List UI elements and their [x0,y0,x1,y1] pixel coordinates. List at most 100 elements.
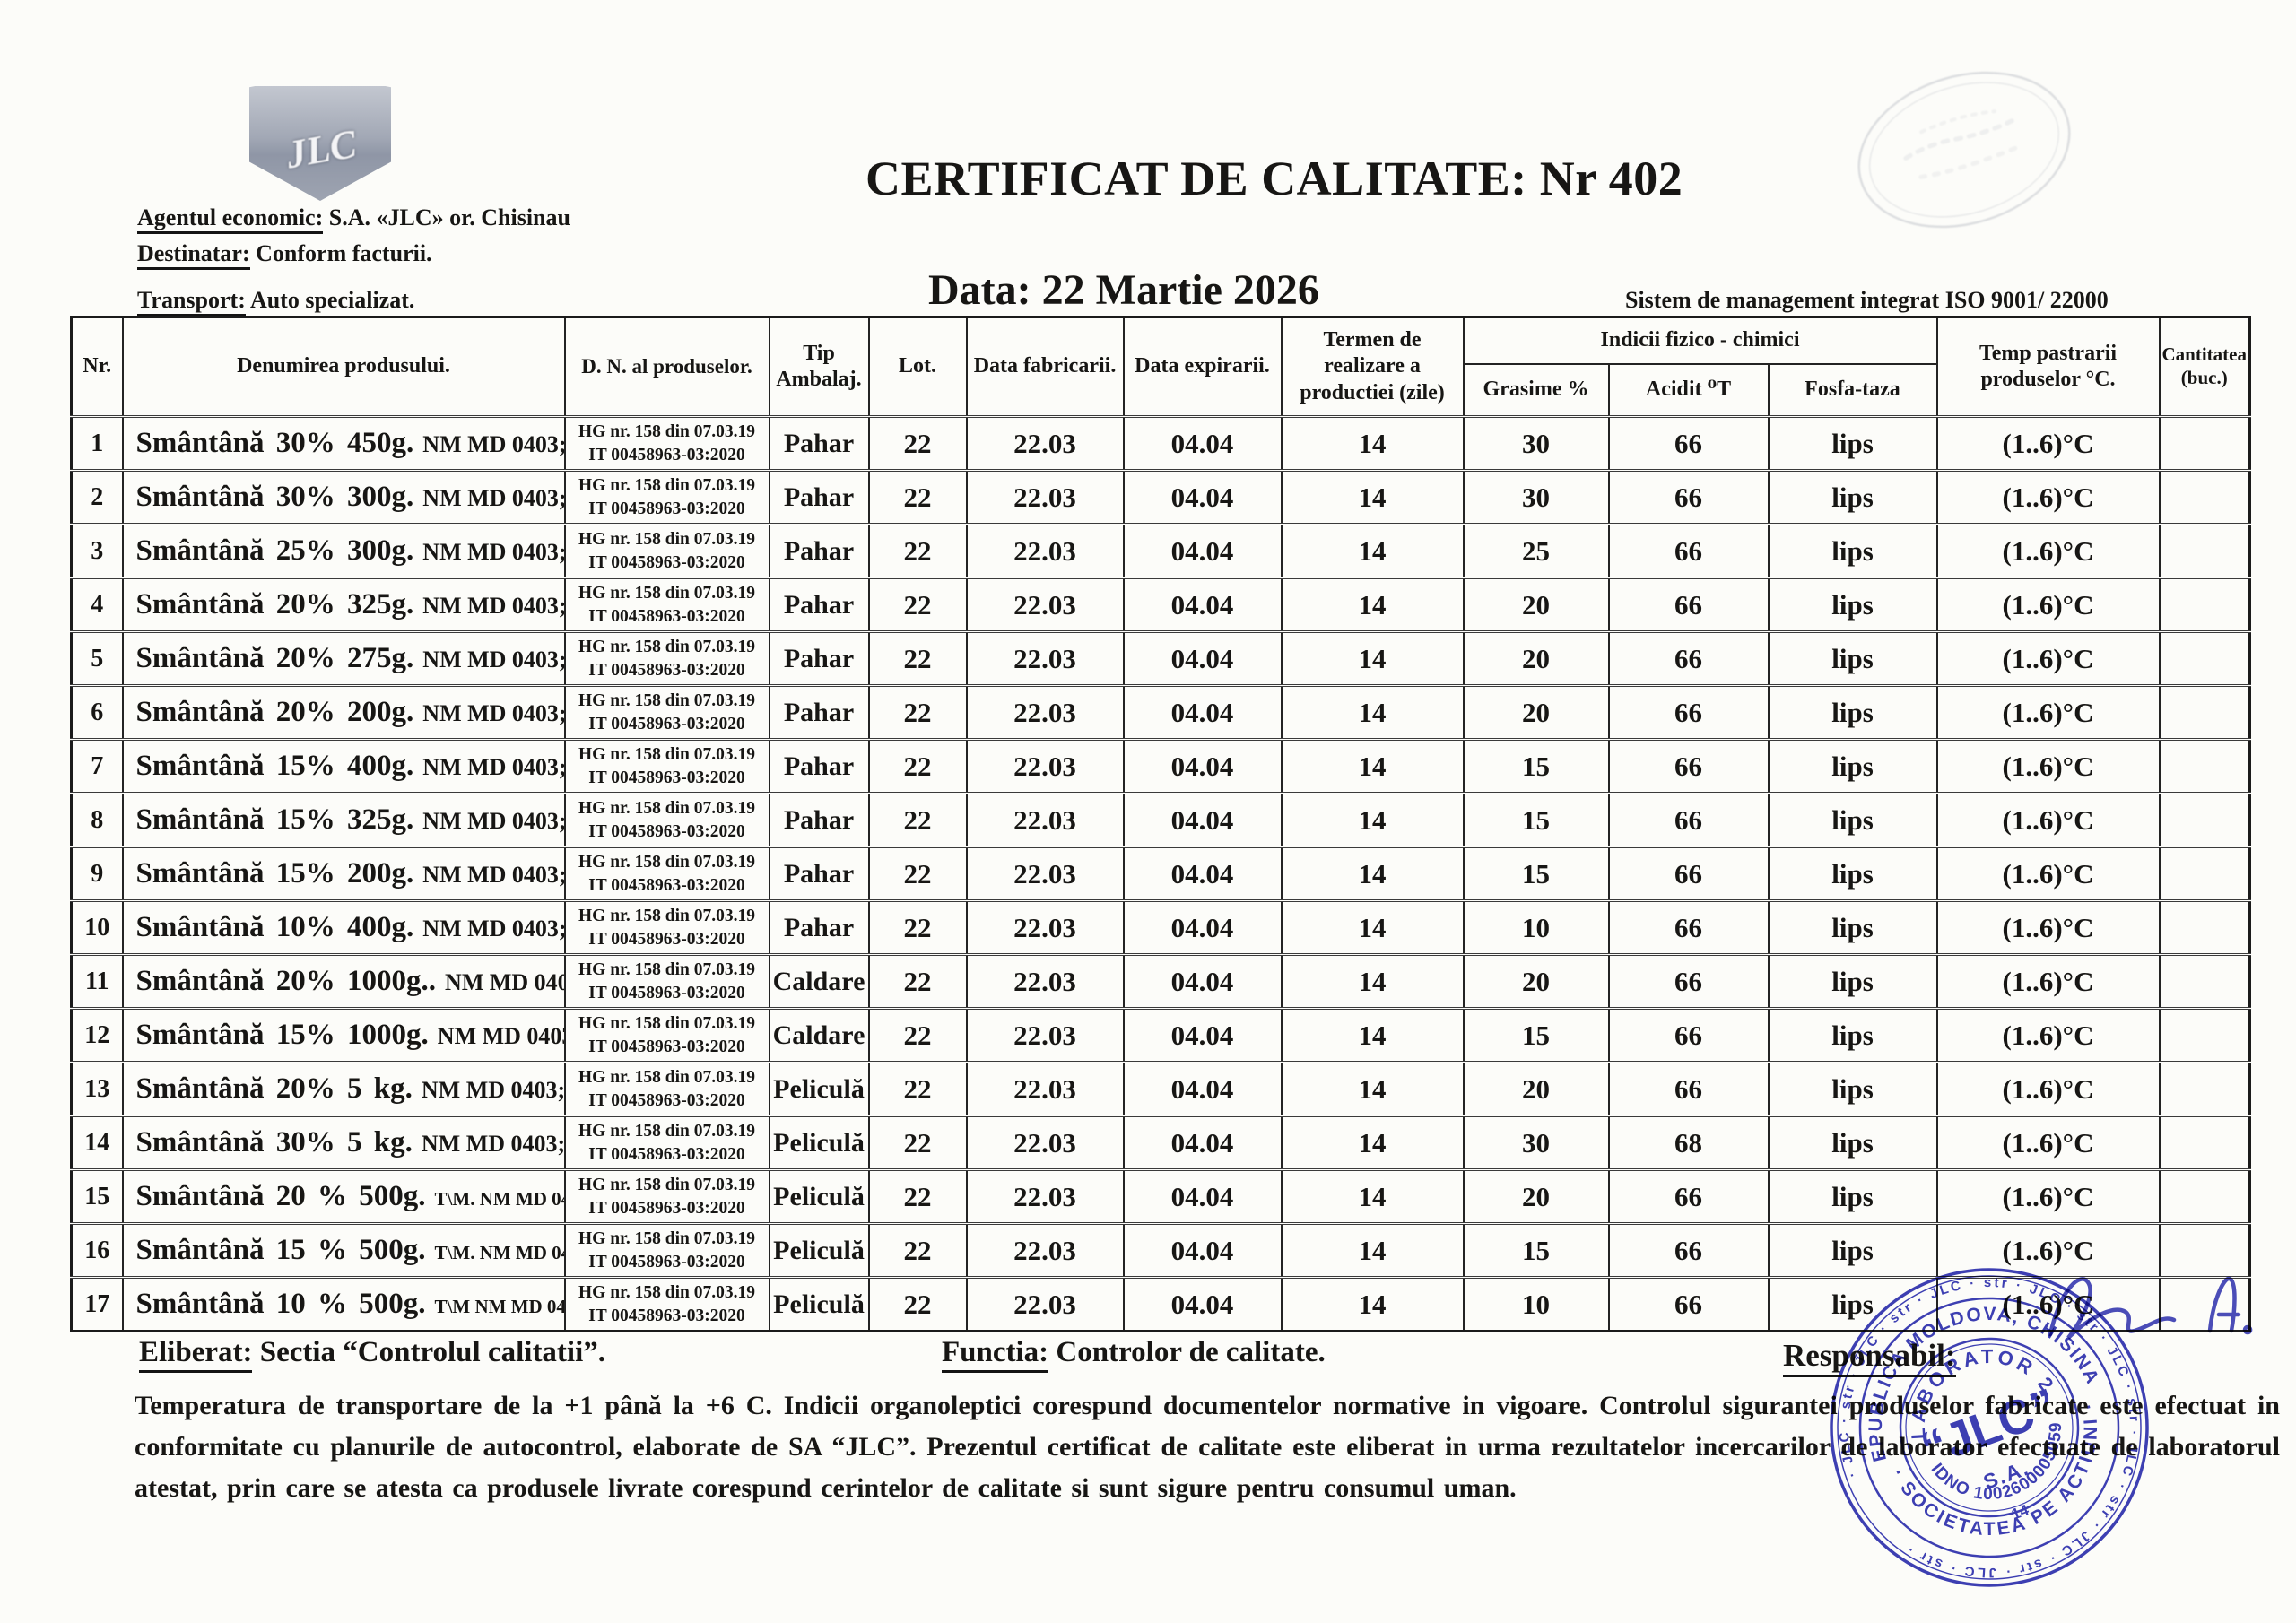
destinatar-label: Destinatar: [137,240,250,270]
cell-tip-ambalaj: Pahar [768,846,870,902]
cell-termen: 14 [1280,469,1465,525]
product-spec: NM MD 0403; [422,647,565,673]
cell-tip-ambalaj: Pahar [768,523,870,579]
cell-fosfataza: lips [1767,415,1938,472]
cell-grasime: 30 [1462,1115,1610,1171]
functia-value: Controlor de calitate. [1056,1336,1326,1368]
cell-acidit: 66 [1607,684,1770,741]
dn-line2: IT 00458963-03:2020 [588,445,745,464]
dn-line1: HG nr. 158 din 07.03.19 [578,799,756,819]
cell-lot: 22 [867,1007,968,1063]
cell-dn: HG nr. 158 din 07.03.19 IT 00458963-03:2… [563,738,770,794]
header-nr: Nr. [70,316,124,418]
certificate-table: Nr. Denumirea produsului. D. N. al produ… [70,316,2251,1332]
cell-acidit: 66 [1607,1007,1770,1063]
product-name: Smântână 15 % 500g. [135,1234,426,1266]
cell-nr: 10 [70,899,124,956]
cell-data-expirarii: 04.04 [1122,523,1283,579]
cell-data-expirarii: 04.04 [1122,577,1283,633]
cell-fosfataza: lips [1767,469,1938,525]
cell-cantitate [2158,1061,2251,1117]
cell-dn: HG nr. 158 din 07.03.19 IT 00458963-03:2… [563,953,770,1010]
header-termen: Termen de realizare a productiei (zile) [1280,316,1465,418]
table-row: 11 Smântână 20% 1000g.. NM MD 0403; HG n… [70,953,2251,1010]
product-name: Smântână 20 % 500g. [135,1180,426,1212]
cell-fosfataza: lips [1767,523,1938,579]
dn-line2: IT 00458963-03:2020 [588,1306,745,1325]
cell-lot: 22 [867,1276,968,1332]
product-name: Smântână 20% 325g. [135,588,414,621]
cell-grasime: 10 [1462,1276,1610,1332]
dn-line2: IT 00458963-03:2020 [588,552,745,572]
cell-lot: 22 [867,1168,968,1225]
cell-acidit: 66 [1607,1061,1770,1117]
cell-acidit: 66 [1607,523,1770,579]
cell-dn: HG nr. 158 din 07.03.19 IT 00458963-03:2… [563,1276,770,1332]
destinatar-value: Conform facturii. [256,240,432,266]
cell-tip-ambalaj: Caldare [768,953,870,1010]
iso-line: Sistem de management integrat ISO 9001/ … [1625,287,2109,313]
agent-value: S.A. «JLC» or. Chisinau [328,204,570,230]
cell-data-expirarii: 04.04 [1122,899,1283,956]
dn-line2: IT 00458963-03:2020 [588,929,745,949]
header-tip: Tip Ambalaj. [768,316,870,418]
header-lot: Lot. [867,316,968,418]
product-name: Smântână 20% 275g. [135,642,414,674]
cell-tip-ambalaj: Peliculă [768,1115,870,1171]
product-name: Smântână 25% 300g. [135,534,414,567]
cell-grasime: 30 [1462,415,1610,472]
cell-acidit: 66 [1607,630,1770,687]
cell-temp: (1..6)°C [1935,1222,2161,1279]
company-logo: JLC [249,86,391,201]
header-temp: Temp pastrarii produselor °C. [1935,316,2161,418]
cell-termen: 14 [1280,738,1465,794]
responsabil-line: Responsabil: [1783,1338,1956,1377]
cell-tip-ambalaj: Pahar [768,738,870,794]
cell-lot: 22 [867,1222,968,1279]
footer-paragraph: Temperatura de transportare de la +1 pân… [135,1391,2280,1503]
header-cantitatea: Cantitatea (buc.) [2158,316,2251,418]
cell-termen: 14 [1280,792,1465,848]
cell-fosfataza: lips [1767,1168,1938,1225]
dn-line2: IT 00458963-03:2020 [588,1252,745,1271]
cell-grasime: 20 [1462,684,1610,741]
cell-data-fabricarii: 22.03 [965,630,1125,687]
header-fosfataza: Fosfa-taza [1767,363,1938,418]
cell-nr: 13 [70,1061,124,1117]
product-spec: NM MD 0403; [422,916,565,942]
cell-termen: 14 [1280,630,1465,687]
product-spec: NM MD 0403; [422,862,565,888]
cell-fosfataza: lips [1767,953,1938,1010]
cell-grasime: 15 [1462,1222,1610,1279]
cell-data-fabricarii: 22.03 [965,415,1125,472]
cell-lot: 22 [867,899,968,956]
cell-grasime: 15 [1462,846,1610,902]
table-row: 15 Smântână 20 % 500g. T\M. NM MD 0403; … [70,1168,2251,1225]
cell-dn: HG nr. 158 din 07.03.19 IT 00458963-03:2… [563,630,770,687]
cell-fosfataza: lips [1767,684,1938,741]
eliberat-value: Sectia “Controlul calitatii”. [259,1336,606,1368]
cell-cantitate [2158,899,2251,956]
dn-line2: IT 00458963-03:2020 [588,821,745,841]
cell-tip-ambalaj: Pahar [768,792,870,848]
cell-product: Smântână 15% 325g. NM MD 0403; [121,792,566,848]
cell-data-fabricarii: 22.03 [965,846,1125,902]
cell-temp: (1..6)°C [1935,1115,2161,1171]
responsabil-label: Responsabil: [1783,1338,1956,1377]
cell-data-expirarii: 04.04 [1122,415,1283,472]
dn-line2: IT 00458963-03:2020 [588,1037,745,1056]
cell-nr: 3 [70,523,124,579]
cell-nr: 6 [70,684,124,741]
cell-termen: 14 [1280,577,1465,633]
cell-acidit: 66 [1607,415,1770,472]
cell-product: Smântână 20% 200g. NM MD 0403; [121,684,566,741]
cell-data-fabricarii: 22.03 [965,523,1125,579]
cell-temp: (1..6)°C [1935,415,2161,472]
cell-acidit: 68 [1607,1115,1770,1171]
cell-nr: 12 [70,1007,124,1063]
cell-data-expirarii: 04.04 [1122,1007,1283,1063]
table-body: 1 Smântână 30% 450g. NM MD 0403; HG nr. … [70,415,2251,1332]
product-name: Smântână 20% 1000g.. [135,965,437,997]
cell-lot: 22 [867,469,968,525]
cell-fosfataza: lips [1767,738,1938,794]
